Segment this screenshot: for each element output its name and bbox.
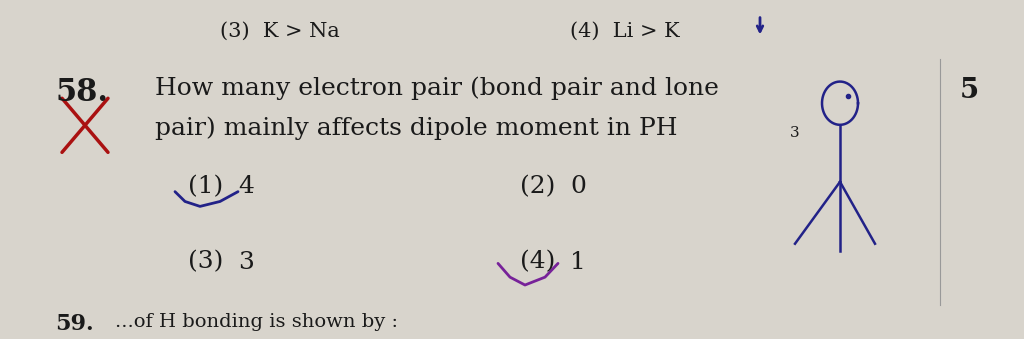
Text: 3: 3 — [238, 251, 254, 274]
Text: (4): (4) — [520, 251, 555, 274]
Text: How many electron pair (bond pair and lone: How many electron pair (bond pair and lo… — [155, 77, 719, 100]
Text: ...of H bonding is shown by :: ...of H bonding is shown by : — [115, 313, 398, 331]
Text: (3)  K > Na: (3) K > Na — [220, 22, 340, 41]
Text: (1): (1) — [188, 175, 223, 198]
Text: 58.: 58. — [55, 77, 108, 108]
Text: (4)  Li > K: (4) Li > K — [570, 22, 680, 41]
Text: 5: 5 — [961, 77, 979, 104]
Text: 59.: 59. — [55, 313, 93, 335]
Text: (2): (2) — [520, 175, 555, 198]
Text: 1: 1 — [570, 251, 586, 274]
Text: (3): (3) — [188, 251, 223, 274]
Text: 3: 3 — [790, 126, 800, 140]
Text: 4: 4 — [238, 175, 254, 198]
Text: pair) mainly affects dipole moment in PH: pair) mainly affects dipole moment in PH — [155, 116, 678, 140]
Text: 0: 0 — [570, 175, 586, 198]
